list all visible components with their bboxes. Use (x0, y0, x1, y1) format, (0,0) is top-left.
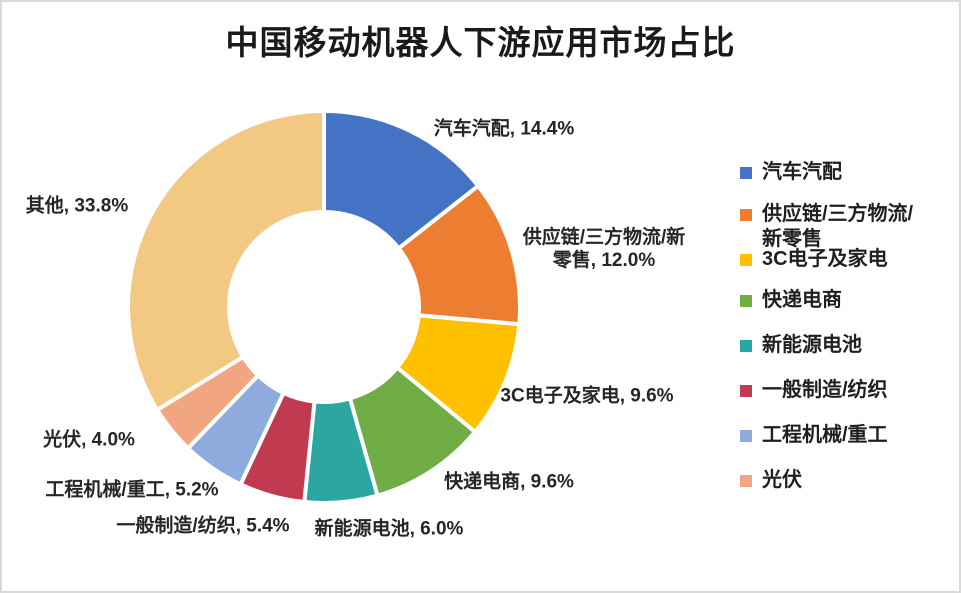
data-label-line: 其他, 33.8% (25, 195, 129, 217)
data-label-line: 零售, 12.0% (552, 250, 656, 271)
chart-title: 中国移动机器人下游应用市场占比 (225, 24, 736, 61)
legend-item-8: 光伏 (740, 468, 802, 493)
data-label-line: 快递电商, 9.6% (444, 471, 574, 493)
legend-item-1: 汽车汽配 (740, 160, 842, 185)
legend-label: 一般制造/纺织 (762, 379, 888, 401)
data-label-line: 工程机械/重工, 5.2% (45, 479, 219, 501)
legend-item-2: 供应链/三方物流/ 新零售 (740, 202, 913, 252)
legend-item-6: 一般制造/纺织 (740, 378, 888, 403)
data-label-line: 汽车汽配, 14.4% (433, 118, 575, 140)
data-label-3: 3C电子及家电, 9.6% (500, 385, 673, 408)
legend-swatch-icon (740, 254, 752, 266)
legend-swatch-icon (740, 295, 752, 307)
legend-swatch-icon (740, 385, 752, 397)
data-label-7: 工程机械/重工, 5.2% (45, 479, 218, 502)
data-label-line: 新能源电池, 6.0% (314, 518, 464, 540)
data-label-1: 汽车汽配, 14.4% (434, 118, 574, 141)
legend-label: 汽车汽配 (762, 161, 842, 183)
data-label-8: 光伏, 4.0% (43, 429, 135, 452)
legend-swatch-icon (740, 167, 752, 179)
legend-item-7: 工程机械/重工 (740, 423, 888, 448)
legend-item-3: 3C电子及家电 (740, 247, 888, 272)
legend-label: 3C电子及家电 (762, 248, 888, 270)
legend-swatch-icon (740, 430, 752, 442)
data-label-9: 其他, 33.8% (26, 195, 128, 218)
legend-item-5: 新能源电池 (740, 333, 862, 358)
data-label-line: 供应链/三方物流/新 (522, 227, 686, 248)
data-label-line: 光伏, 4.0% (43, 429, 135, 451)
legend-swatch-icon (740, 209, 752, 221)
data-label-line: 一般制造/纺织, 5.4% (116, 515, 290, 537)
data-label-2: 供应链/三方物流/新 零售, 12.0% (523, 226, 686, 272)
data-label-5: 新能源电池, 6.0% (315, 518, 464, 541)
legend-label: 快递电商 (762, 289, 842, 311)
legend-label: 工程机械/重工 (762, 424, 888, 446)
data-label-line: 3C电子及家电, 9.6% (500, 385, 674, 407)
legend-label: 光伏 (762, 469, 802, 491)
data-label-4: 快递电商, 9.6% (444, 471, 574, 494)
legend-item-4: 快递电商 (740, 288, 842, 313)
pie-slice-9 (126, 108, 326, 413)
legend-swatch-icon (740, 340, 752, 352)
legend-swatch-icon (740, 475, 752, 487)
data-label-6: 一般制造/纺织, 5.4% (116, 515, 289, 538)
legend-label: 供应链/三方物流/ 新零售 (762, 203, 914, 250)
legend-label: 新能源电池 (762, 334, 862, 356)
